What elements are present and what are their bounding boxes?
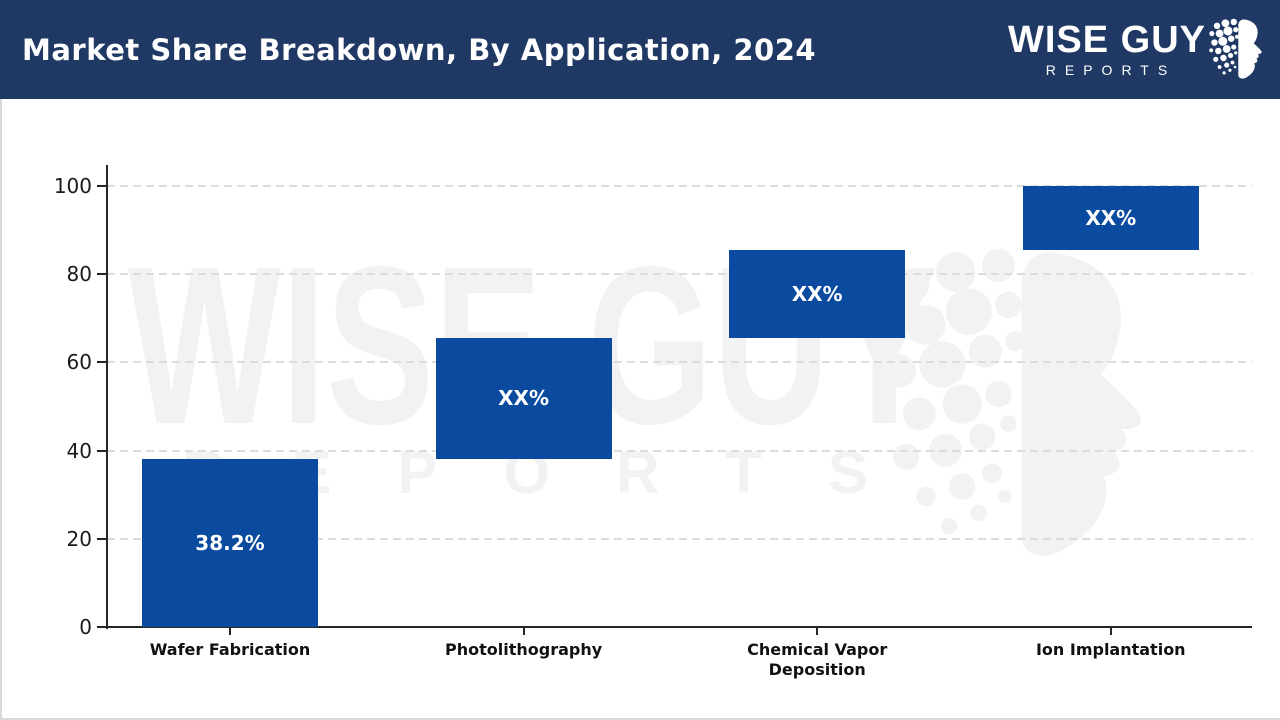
x-tick-mark-chemical-vapor-deposition [816,628,819,635]
brand-wordmark-line1: WISE GUY [1007,18,1206,61]
y-tick-mark-40 [97,449,106,452]
bar-value-label-ion-implantation: XX% [1085,205,1137,230]
y-tick-label-40: 40 [66,438,92,463]
bar-ion-implantation [1022,186,1199,250]
y-tick-label-20: 20 [66,526,92,551]
x-tick-mark-wafer-fabrication [229,628,231,635]
page-bottom-border [0,718,1280,720]
page-left-border [0,99,2,720]
gridline-40 [107,449,1252,452]
gridline-80 [107,273,1252,276]
header: Market Share Breakdown, By Application, … [0,0,1280,99]
y-tick-mark-20 [97,537,106,540]
y-tick-mark-0 [97,626,106,628]
y-axis-line [106,165,108,629]
brand-logo: WISE GUY REPORTS [1008,5,1266,93]
chart-canvas: WISE GUY REPORTS 0 20 40 60 80 100 38.2% Wafer … [0,99,1280,720]
y-tick-label-80: 80 [66,262,92,287]
x-category-label-ion-implantation: Ion Implantation [1035,640,1186,659]
gridline-60 [107,361,1252,364]
x-category-label-photolithography: Photolithography [444,640,603,659]
bar-chemical-vapor-deposition [729,249,906,339]
y-tick-label-0: 0 [79,615,92,639]
y-tick-label-100: 100 [53,174,92,198]
y-tick-mark-100 [97,185,106,187]
x-category-label-wafer-fabrication: Wafer Fabrication [149,640,311,659]
bar-wafer-fabrication [142,458,318,627]
bar-value-label-photolithography: XX% [498,386,550,411]
gridline-100 [107,185,1252,187]
x-category-label-chemical-vapor-deposition: Chemical Vapor Deposition [747,640,888,679]
gridline-20 [107,537,1252,540]
brand-wordmark-line2: REPORTS [1045,61,1177,78]
bar-photolithography [435,338,612,459]
y-tick-mark-60 [97,361,106,364]
y-tick-mark-80 [97,273,106,276]
bar-value-label-chemical-vapor-deposition: XX% [791,282,843,307]
bar-value-label-wafer-fabrication: 38.2% [195,530,265,555]
y-tick-label-60: 60 [66,350,92,375]
x-tick-mark-ion-implantation [1109,628,1112,635]
x-tick-mark-photolithography [522,628,525,635]
brand-wordmark: WISE GUY REPORTS [1008,21,1206,78]
x-axis-line [106,626,1252,628]
page-title: Market Share Breakdown, By Application, … [22,32,817,67]
